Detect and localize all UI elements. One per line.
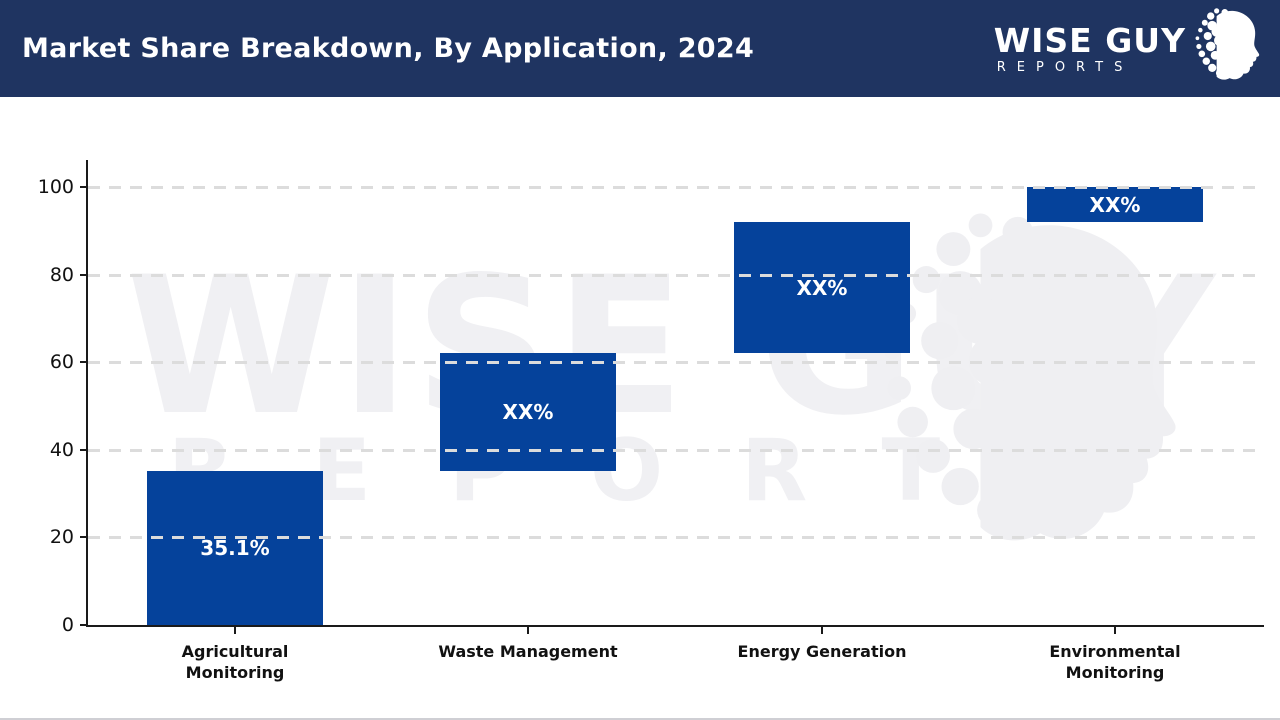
logo-subtitle: REPORTS bbox=[996, 59, 1134, 75]
y-axis-tick bbox=[80, 624, 88, 626]
x-axis-tick bbox=[821, 627, 823, 634]
gridline bbox=[88, 186, 1262, 189]
y-tick-label: 80 bbox=[49, 264, 74, 286]
y-axis-tick bbox=[80, 186, 88, 188]
y-tick-label: 40 bbox=[49, 439, 74, 461]
bar-value-label: XX% bbox=[1089, 193, 1141, 217]
gridline bbox=[88, 274, 1262, 277]
y-axis-line bbox=[86, 160, 88, 627]
gridline bbox=[88, 361, 1262, 364]
logo-title: WISE GUY bbox=[993, 20, 1186, 60]
y-tick-label: 0 bbox=[61, 614, 74, 636]
page-title: Market Share Breakdown, By Application, … bbox=[22, 33, 755, 64]
x-axis-tick bbox=[234, 627, 236, 634]
bar-agricultural-monitoring bbox=[147, 471, 323, 625]
logo-face-icon bbox=[1195, 7, 1260, 80]
x-axis-line bbox=[87, 625, 1264, 627]
y-axis-tick bbox=[80, 274, 88, 276]
bar-energy-generation bbox=[734, 222, 910, 353]
gridline bbox=[88, 536, 1262, 539]
y-axis-tick bbox=[80, 536, 88, 538]
bar-value-label: XX% bbox=[796, 276, 848, 300]
logo-wordmark: WISE GUY REPORTS bbox=[994, 24, 1186, 74]
y-tick-label: 60 bbox=[49, 351, 74, 373]
x-tick-label: Waste Management bbox=[438, 642, 618, 661]
x-axis-tick bbox=[1114, 627, 1116, 634]
x-tick-label: Energy Generation bbox=[737, 642, 907, 661]
x-tick-label: Agricultural Monitoring bbox=[181, 642, 289, 682]
y-axis-tick bbox=[80, 361, 88, 363]
x-axis-tick bbox=[527, 627, 529, 634]
wise-guy-logo: WISE GUY REPORTS bbox=[994, 6, 1264, 92]
x-tick-label: Environmental Monitoring bbox=[1049, 642, 1181, 682]
bar-environmental-monitoring bbox=[1027, 187, 1203, 222]
y-tick-label: 20 bbox=[49, 526, 74, 548]
gridline bbox=[88, 449, 1262, 452]
y-tick-label: 100 bbox=[37, 176, 74, 198]
header-bar: Market Share Breakdown, By Application, … bbox=[0, 0, 1280, 97]
bar-value-label: 35.1% bbox=[200, 536, 270, 560]
y-axis-tick bbox=[80, 449, 88, 451]
bar-value-label: XX% bbox=[502, 400, 554, 424]
